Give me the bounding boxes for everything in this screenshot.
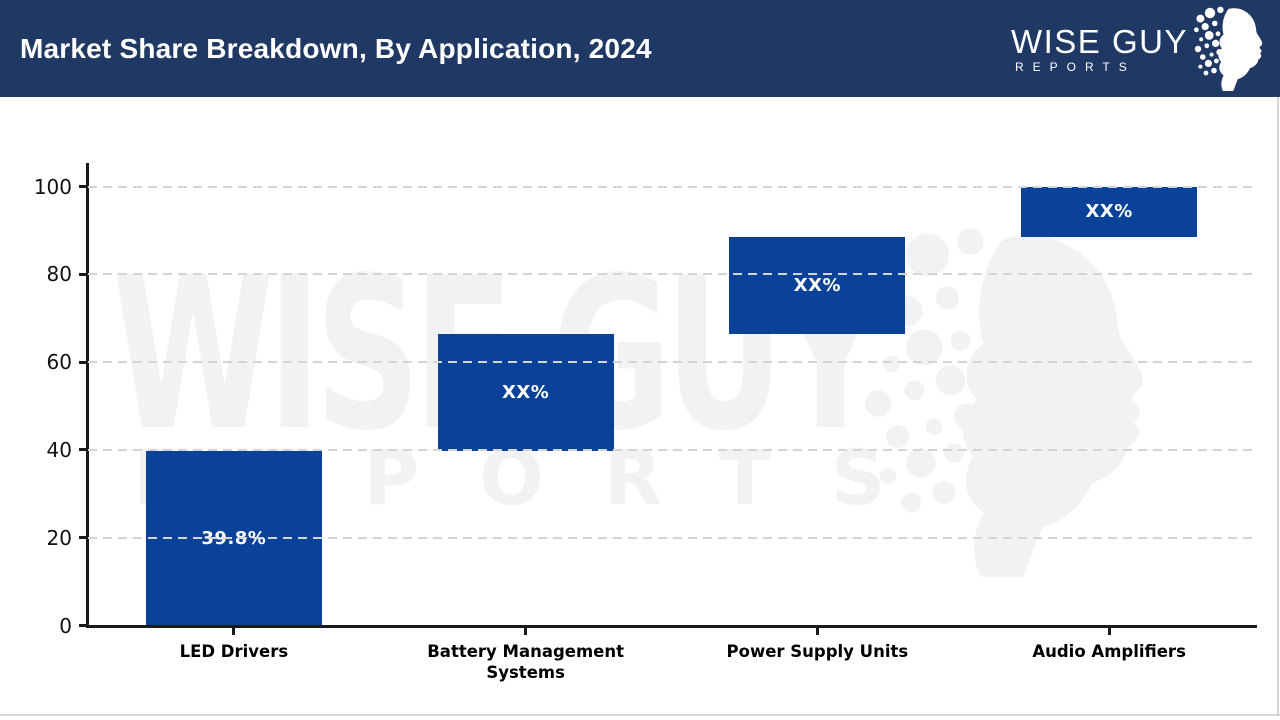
y-tick-label: 80: [46, 262, 72, 287]
bar-segment: XX%: [729, 236, 906, 334]
y-axis-line: [86, 163, 89, 627]
x-category-label: Battery Management Systems: [427, 642, 625, 682]
wiseguy-head-icon: [1190, 5, 1270, 93]
bar-segment: XX%: [437, 334, 614, 451]
y-tick: [79, 272, 87, 276]
y-tick: [79, 360, 87, 364]
x-category-label: Power Supply Units: [726, 642, 909, 661]
x-category-label: Audio Amplifiers: [1032, 642, 1186, 661]
gridline: [88, 448, 1255, 451]
y-tick: [79, 536, 87, 540]
y-tick: [79, 185, 87, 188]
gridline: [88, 185, 1255, 188]
y-tick-label: 20: [46, 525, 72, 550]
x-axis-line: [86, 625, 1257, 628]
y-tick-label: 40: [46, 437, 72, 462]
y-tick-label: 60: [46, 350, 72, 375]
logo-sub-text: REPORTS: [1014, 59, 1136, 74]
logo-wordmark: WISE GUY REPORTS: [1011, 25, 1188, 73]
bar-value-label: XX%: [793, 274, 842, 296]
header-bar: Market Share Breakdown, By Application, …: [0, 0, 1280, 97]
gridline: [88, 536, 1255, 539]
x-tick: [1107, 627, 1111, 635]
page-title: Market Share Breakdown, By Application, …: [20, 32, 652, 64]
bar-segment: XX%: [1021, 186, 1198, 237]
x-tick: [815, 627, 819, 635]
bar-value-label: XX%: [501, 381, 550, 403]
x-category-label: LED Drivers: [179, 642, 289, 661]
x-tick: [524, 627, 528, 635]
y-tick: [79, 448, 87, 452]
logo-name-text: WISE GUY: [1010, 22, 1188, 60]
right-border-line: [1277, 97, 1279, 716]
brand-logo: WISE GUY REPORTS: [1011, 5, 1270, 93]
bar-value-label: XX%: [1085, 201, 1133, 223]
y-tick-label: 0: [59, 613, 72, 638]
y-tick: [79, 624, 87, 627]
x-tick: [232, 627, 236, 635]
gridline: [88, 361, 1255, 364]
gridline: [88, 273, 1255, 276]
bottom-border-line: [0, 714, 1280, 716]
y-tick-label: 100: [33, 174, 72, 199]
